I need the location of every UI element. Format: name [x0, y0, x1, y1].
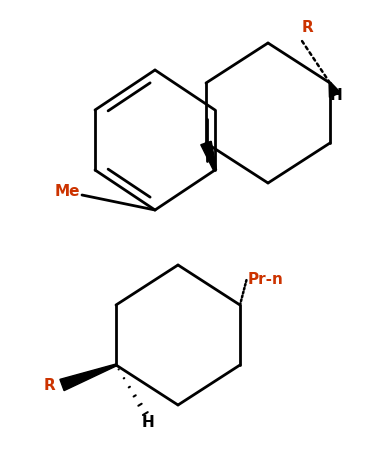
Polygon shape: [60, 364, 116, 391]
Text: R: R: [43, 377, 55, 393]
Polygon shape: [201, 141, 216, 170]
Text: H: H: [330, 87, 343, 102]
Text: Pr-n: Pr-n: [248, 272, 284, 287]
Text: H: H: [142, 415, 154, 430]
Text: Me: Me: [55, 185, 81, 200]
Polygon shape: [329, 83, 341, 97]
Text: R: R: [302, 21, 314, 36]
